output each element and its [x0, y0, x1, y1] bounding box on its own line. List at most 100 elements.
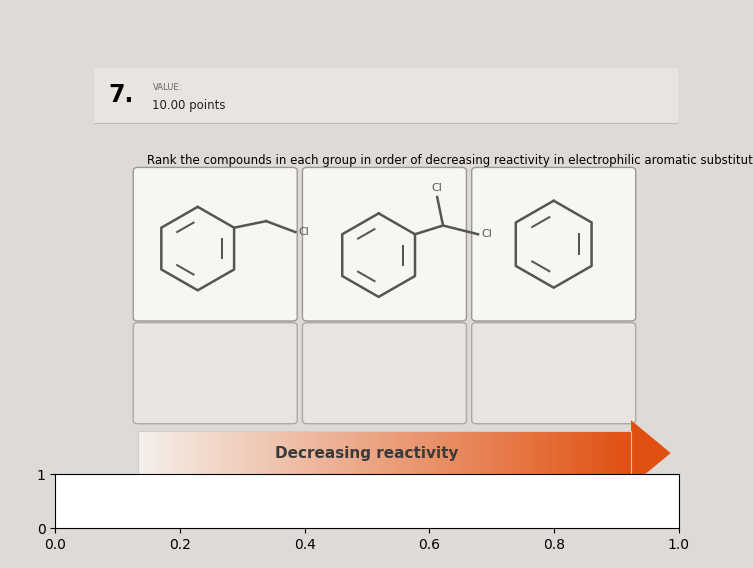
FancyBboxPatch shape: [133, 168, 297, 321]
Bar: [616, 431, 622, 475]
Bar: [483, 431, 489, 475]
Bar: [192, 431, 197, 475]
Text: Decreasing reactivity: Decreasing reactivity: [276, 445, 459, 461]
Bar: [350, 431, 355, 475]
Polygon shape: [631, 420, 671, 486]
Bar: [419, 431, 425, 475]
Bar: [242, 431, 247, 475]
Bar: [567, 431, 572, 475]
Bar: [513, 431, 518, 475]
Bar: [459, 431, 464, 475]
Bar: [498, 431, 504, 475]
Bar: [281, 431, 286, 475]
Bar: [355, 431, 361, 475]
Bar: [246, 431, 252, 475]
Bar: [232, 431, 237, 475]
Bar: [221, 431, 227, 475]
Bar: [261, 431, 267, 475]
Text: Cl: Cl: [298, 227, 309, 237]
Bar: [331, 431, 336, 475]
Bar: [547, 431, 553, 475]
Bar: [202, 431, 208, 475]
Bar: [453, 431, 459, 475]
Bar: [606, 431, 612, 475]
Bar: [503, 431, 508, 475]
Bar: [493, 431, 498, 475]
Bar: [577, 431, 582, 475]
Bar: [621, 431, 626, 475]
Bar: [429, 431, 434, 475]
Bar: [300, 431, 306, 475]
Bar: [296, 431, 301, 475]
Bar: [508, 431, 514, 475]
Bar: [389, 431, 395, 475]
Bar: [153, 431, 158, 475]
Bar: [360, 431, 365, 475]
Bar: [138, 431, 143, 475]
Bar: [463, 431, 469, 475]
Bar: [399, 431, 405, 475]
Bar: [271, 431, 276, 475]
Bar: [256, 431, 262, 475]
Bar: [404, 431, 410, 475]
Bar: [345, 431, 350, 475]
Bar: [187, 431, 193, 475]
Bar: [582, 431, 587, 475]
Bar: [340, 431, 346, 475]
Bar: [276, 431, 282, 475]
Bar: [449, 431, 454, 475]
Bar: [395, 431, 400, 475]
Text: 7.: 7.: [108, 83, 134, 107]
Bar: [468, 431, 474, 475]
Bar: [552, 431, 558, 475]
Text: Rank the compounds in each group in order of decreasing reactivity in electrophi: Rank the compounds in each group in orde…: [147, 153, 753, 166]
Bar: [291, 431, 296, 475]
FancyBboxPatch shape: [471, 323, 636, 424]
Bar: [252, 431, 257, 475]
Bar: [138, 431, 631, 475]
Bar: [409, 431, 415, 475]
Bar: [148, 431, 154, 475]
Bar: [517, 431, 523, 475]
Bar: [592, 431, 597, 475]
Bar: [286, 431, 291, 475]
Bar: [434, 431, 439, 475]
FancyBboxPatch shape: [471, 168, 636, 321]
Bar: [167, 431, 173, 475]
Bar: [542, 431, 547, 475]
FancyBboxPatch shape: [133, 323, 297, 424]
Bar: [178, 431, 183, 475]
Bar: [310, 431, 316, 475]
Bar: [236, 431, 242, 475]
Bar: [596, 431, 602, 475]
Bar: [364, 431, 370, 475]
Bar: [182, 431, 187, 475]
Bar: [439, 431, 444, 475]
Bar: [94, 68, 678, 123]
Bar: [532, 431, 538, 475]
Bar: [172, 431, 178, 475]
Bar: [197, 431, 203, 475]
Bar: [316, 431, 321, 475]
Bar: [306, 431, 311, 475]
Bar: [370, 431, 375, 475]
Bar: [562, 431, 568, 475]
Bar: [473, 431, 479, 475]
Bar: [572, 431, 578, 475]
Bar: [626, 431, 632, 475]
Bar: [143, 431, 148, 475]
Bar: [163, 431, 168, 475]
Bar: [602, 431, 607, 475]
Bar: [266, 431, 272, 475]
Bar: [488, 431, 493, 475]
Bar: [227, 431, 232, 475]
Bar: [527, 431, 533, 475]
Bar: [611, 431, 617, 475]
Bar: [157, 431, 163, 475]
Bar: [207, 431, 212, 475]
Bar: [587, 431, 592, 475]
Bar: [212, 431, 218, 475]
Text: Cl: Cl: [481, 229, 492, 239]
Text: VALUE:: VALUE:: [152, 83, 182, 92]
Bar: [523, 431, 528, 475]
